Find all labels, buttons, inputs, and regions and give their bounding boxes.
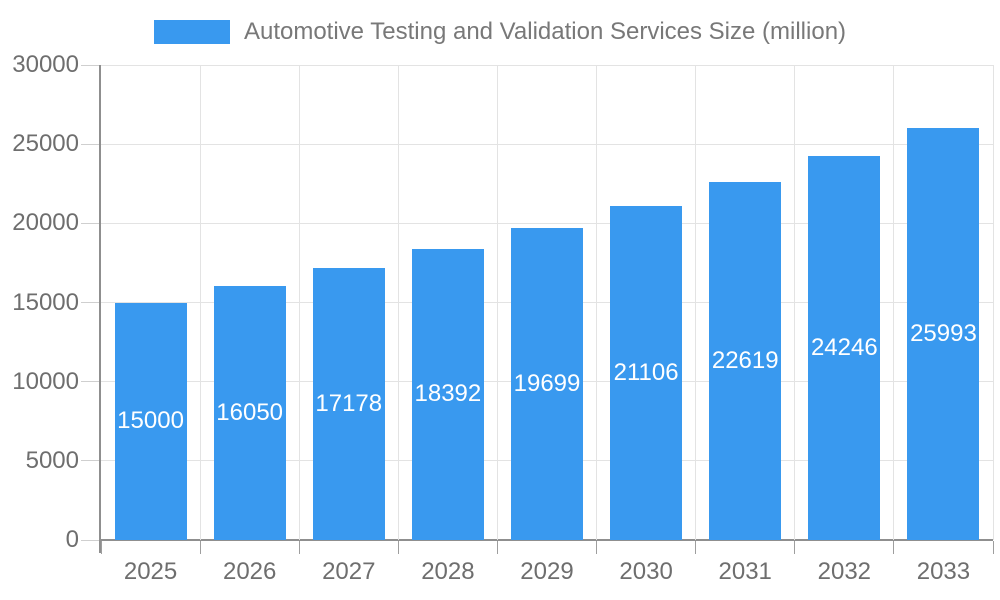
gridline-vertical — [199, 65, 201, 540]
x-axis-line — [99, 539, 993, 541]
plot-area: 15000 16050 17178 18392 19699 21106 22619 24246… — [81, 64, 994, 554]
gridline-vertical — [794, 65, 796, 540]
bar-2032[interactable]: 24246 — [808, 156, 881, 540]
gridline-vertical — [298, 65, 300, 540]
x-tick-label: 2032 — [817, 558, 872, 585]
x-tick-label: 2025 — [123, 558, 178, 585]
bar-value-label: 24246 — [810, 334, 878, 362]
x-tick-mark — [199, 541, 201, 554]
bar-2030[interactable]: 21106 — [610, 205, 683, 540]
x-tick-label: 2031 — [718, 558, 772, 585]
bar-value-label: 21106 — [613, 358, 679, 386]
x-tick-label: 2026 — [222, 558, 277, 585]
x-tick-mark — [794, 541, 796, 554]
bar-value-label: 22619 — [711, 346, 779, 374]
bar-2033[interactable]: 25993 — [907, 128, 980, 540]
y-axis-line — [99, 65, 101, 553]
gridline-horizontal — [101, 143, 993, 145]
x-tick-mark — [992, 541, 994, 554]
gridline-vertical — [893, 65, 895, 540]
legend-swatch[interactable] — [153, 20, 230, 44]
bar-2028[interactable]: 18392 — [411, 248, 484, 540]
x-tick-mark — [100, 541, 102, 554]
x-tick-label: 2027 — [322, 558, 376, 585]
bar-value-label: 15000 — [117, 407, 184, 435]
y-tick-label: 5000 — [25, 446, 79, 474]
y-tick-mark — [81, 222, 99, 224]
bar-2027[interactable]: 17178 — [312, 268, 385, 540]
y-tick-label: 15000 — [12, 288, 79, 316]
y-tick-mark — [81, 143, 99, 145]
y-tick-mark — [81, 302, 99, 303]
gridline-vertical — [695, 65, 697, 540]
legend-label[interactable]: Automotive Testing and Validation Servic… — [243, 18, 847, 45]
y-tick-label: 20000 — [12, 209, 79, 237]
y-tick-mark — [81, 460, 99, 462]
bar-value-label: 18392 — [414, 380, 482, 408]
x-tick-mark — [397, 541, 399, 554]
y-tick-mark — [81, 64, 99, 66]
bar-2025[interactable]: 15000 — [114, 302, 187, 540]
x-tick-mark — [695, 541, 697, 554]
gridline-vertical — [397, 65, 399, 540]
chart-legend[interactable]: Automotive Testing and Validation Servic… — [0, 12, 1000, 52]
bar-value-label: 16050 — [216, 398, 284, 426]
x-tick-mark — [298, 541, 300, 554]
gridline-vertical — [496, 65, 498, 540]
y-tick-label: 0 — [65, 526, 79, 553]
bar-value-label: 25993 — [910, 320, 977, 348]
bar-2031[interactable]: 22619 — [709, 181, 782, 540]
y-tick-mark — [81, 381, 99, 383]
y-tick-label: 30000 — [12, 51, 79, 78]
y-tick-label: 10000 — [12, 367, 79, 395]
x-tick-mark — [596, 541, 598, 554]
y-tick-mark — [81, 539, 99, 541]
x-tick-label: 2029 — [520, 558, 574, 585]
gridline-horizontal — [101, 64, 993, 66]
bar-value-label: 19699 — [513, 370, 581, 398]
gridline-horizontal — [101, 222, 993, 224]
x-tick-label: 2030 — [619, 558, 673, 585]
gridline-vertical — [596, 65, 598, 540]
bar-2029[interactable]: 19699 — [511, 228, 583, 540]
bar-2026[interactable]: 16050 — [213, 285, 286, 540]
bar-value-label: 17178 — [315, 390, 383, 417]
x-tick-mark — [893, 541, 895, 554]
gridline-vertical — [992, 65, 994, 540]
x-tick-label: 2033 — [916, 558, 971, 585]
y-tick-label: 25000 — [12, 130, 79, 158]
x-tick-mark — [496, 541, 498, 554]
x-tick-label: 2028 — [421, 558, 475, 585]
